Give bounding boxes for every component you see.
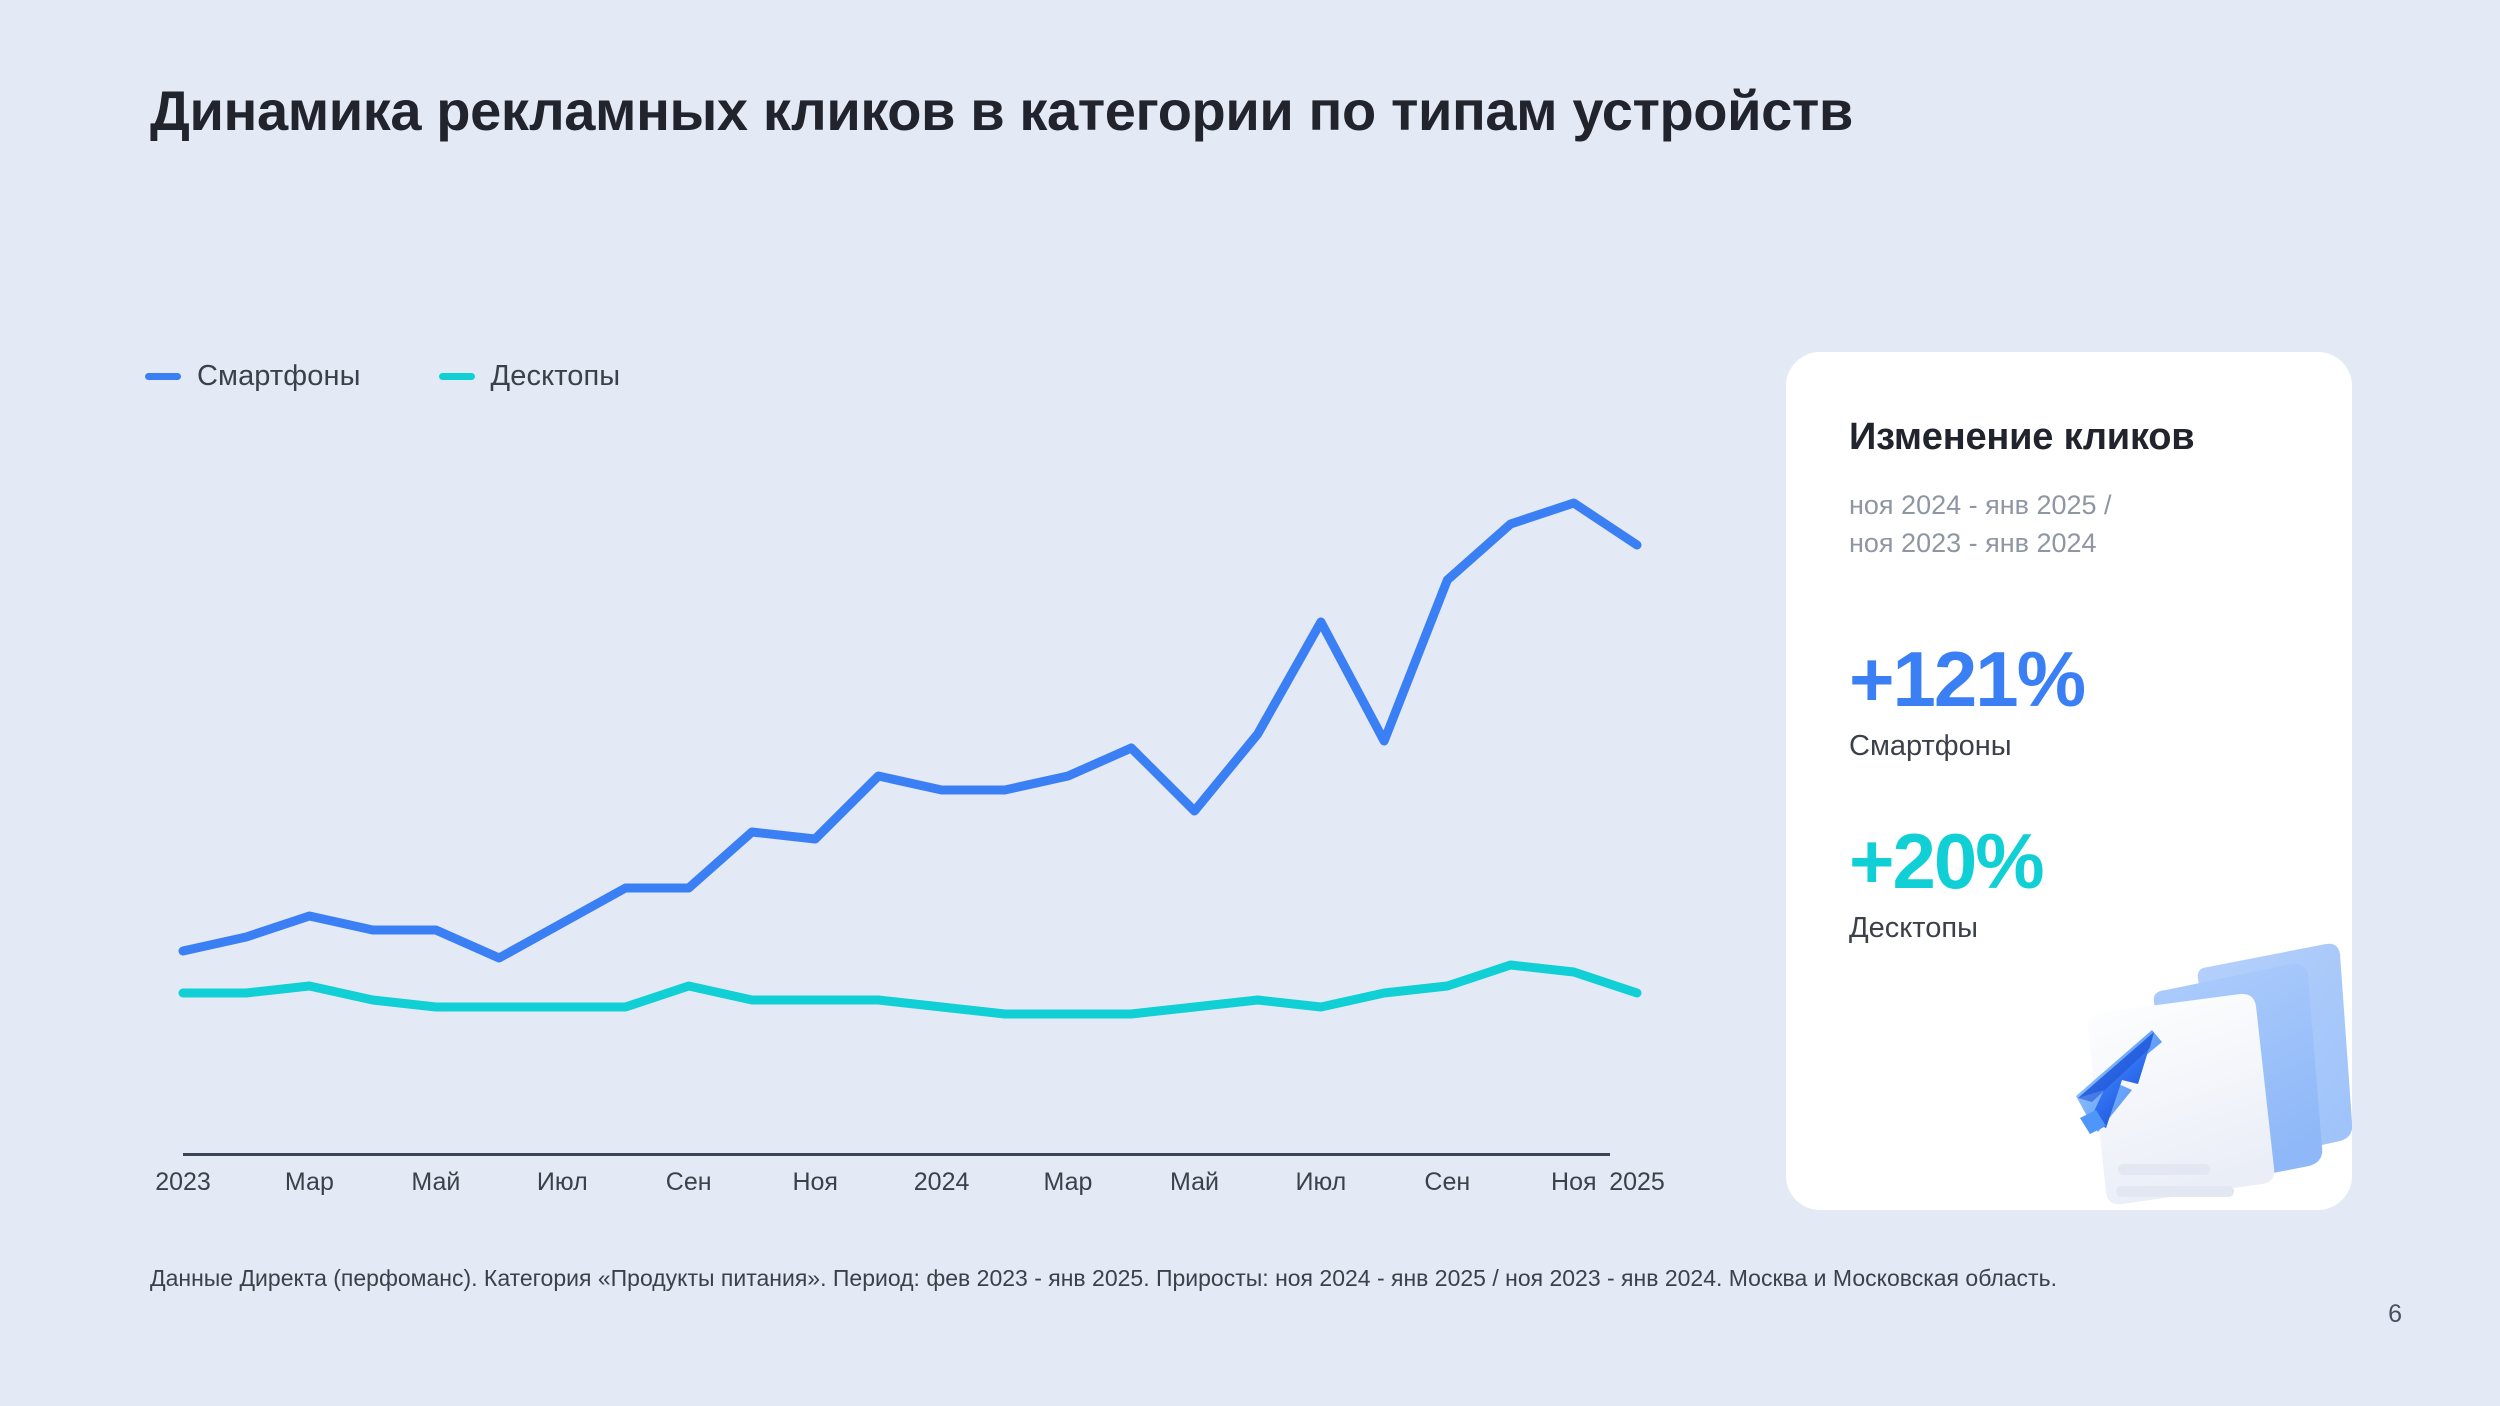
x-axis-tick-label: Ноя: [1551, 1168, 1597, 1196]
x-axis-tick-label: 2025: [1609, 1168, 1665, 1196]
stat-desktops-value: +20%: [1849, 817, 2045, 905]
page-number: 6: [2388, 1300, 2402, 1328]
x-axis-tick-label: Июл: [1295, 1168, 1347, 1196]
legend-swatch-desktops: [438, 373, 475, 380]
summary-card: Изменение кликов ноя 2024 - янв 2025 / н…: [1786, 352, 2352, 1210]
x-axis-line: [183, 1153, 1610, 1156]
summary-card-subtitle: ноя 2024 - янв 2025 / ноя 2023 - янв 202…: [1849, 490, 2112, 559]
legend-label-smartphones: Смартфоны: [197, 360, 361, 392]
x-axis-tick-label: Июл: [536, 1168, 588, 1196]
x-axis-tick-label: Сен: [665, 1168, 712, 1196]
x-axis-tick-label: Ноя: [792, 1168, 838, 1196]
x-axis-tick-label: Мар: [1043, 1168, 1093, 1196]
legend-swatch-smartphones: [145, 373, 181, 380]
x-axis-tick-label: Мар: [284, 1168, 334, 1196]
series-line-Десктопы: [178, 960, 1642, 1019]
summary-card-title: Изменение кликов: [1849, 416, 2195, 458]
chart-legend: Смартфоны Десктопы: [145, 360, 620, 393]
illustration-cursor-arrow: [2076, 1030, 2162, 1134]
stat-smartphones: +121% Смартфоны: [1849, 635, 2086, 763]
illustration-folder-front: [2153, 963, 2323, 1189]
chart-plot-area: [178, 498, 1642, 1019]
stat-desktops-label: Десктопы: [1849, 912, 1978, 944]
stat-smartphones-label: Смартфоны: [1849, 730, 2012, 762]
legend-item-smartphones: Смартфоны: [145, 360, 361, 393]
page-title: Динамика рекламных кликов в категории по…: [150, 79, 1853, 142]
x-axis-tick-label: 2023: [155, 1168, 211, 1196]
x-axis-tick-label: 2024: [913, 1168, 970, 1196]
x-axis-tick-labels: 2023 Мар Май Июл Сен Ноя 2024 Мар Май Июл Сен Ноя 20…: [150, 1168, 1670, 1208]
illustration-folder-back: [2197, 943, 2352, 1165]
stat-smartphones-value: +121%: [1849, 635, 2086, 723]
cursor-documents-illustration: [2076, 943, 2352, 1205]
x-axis-tick-label: Май: [411, 1168, 461, 1196]
stat-desktops: +20% Десктопы: [1849, 817, 2045, 945]
illustration-card-line-1: [2118, 1164, 2210, 1175]
illustration-card-line-2: [2116, 1186, 2234, 1197]
footnote: Данные Директа (перфоманс). Категория «П…: [150, 1265, 2057, 1291]
illustration-card: [2087, 993, 2275, 1205]
legend-label-desktops: Десктопы: [490, 360, 621, 392]
x-axis-tick-label: Сен: [1424, 1168, 1471, 1196]
series-line-Смартфоны: [178, 498, 1642, 963]
line-chart: 2023 Мар Май Июл Сен Ноя 2024 Мар Май Июл Сен Ноя 20…: [150, 430, 1670, 1196]
x-axis-tick-label: Май: [1170, 1168, 1219, 1196]
legend-item-desktops: Десктопы: [438, 360, 621, 393]
